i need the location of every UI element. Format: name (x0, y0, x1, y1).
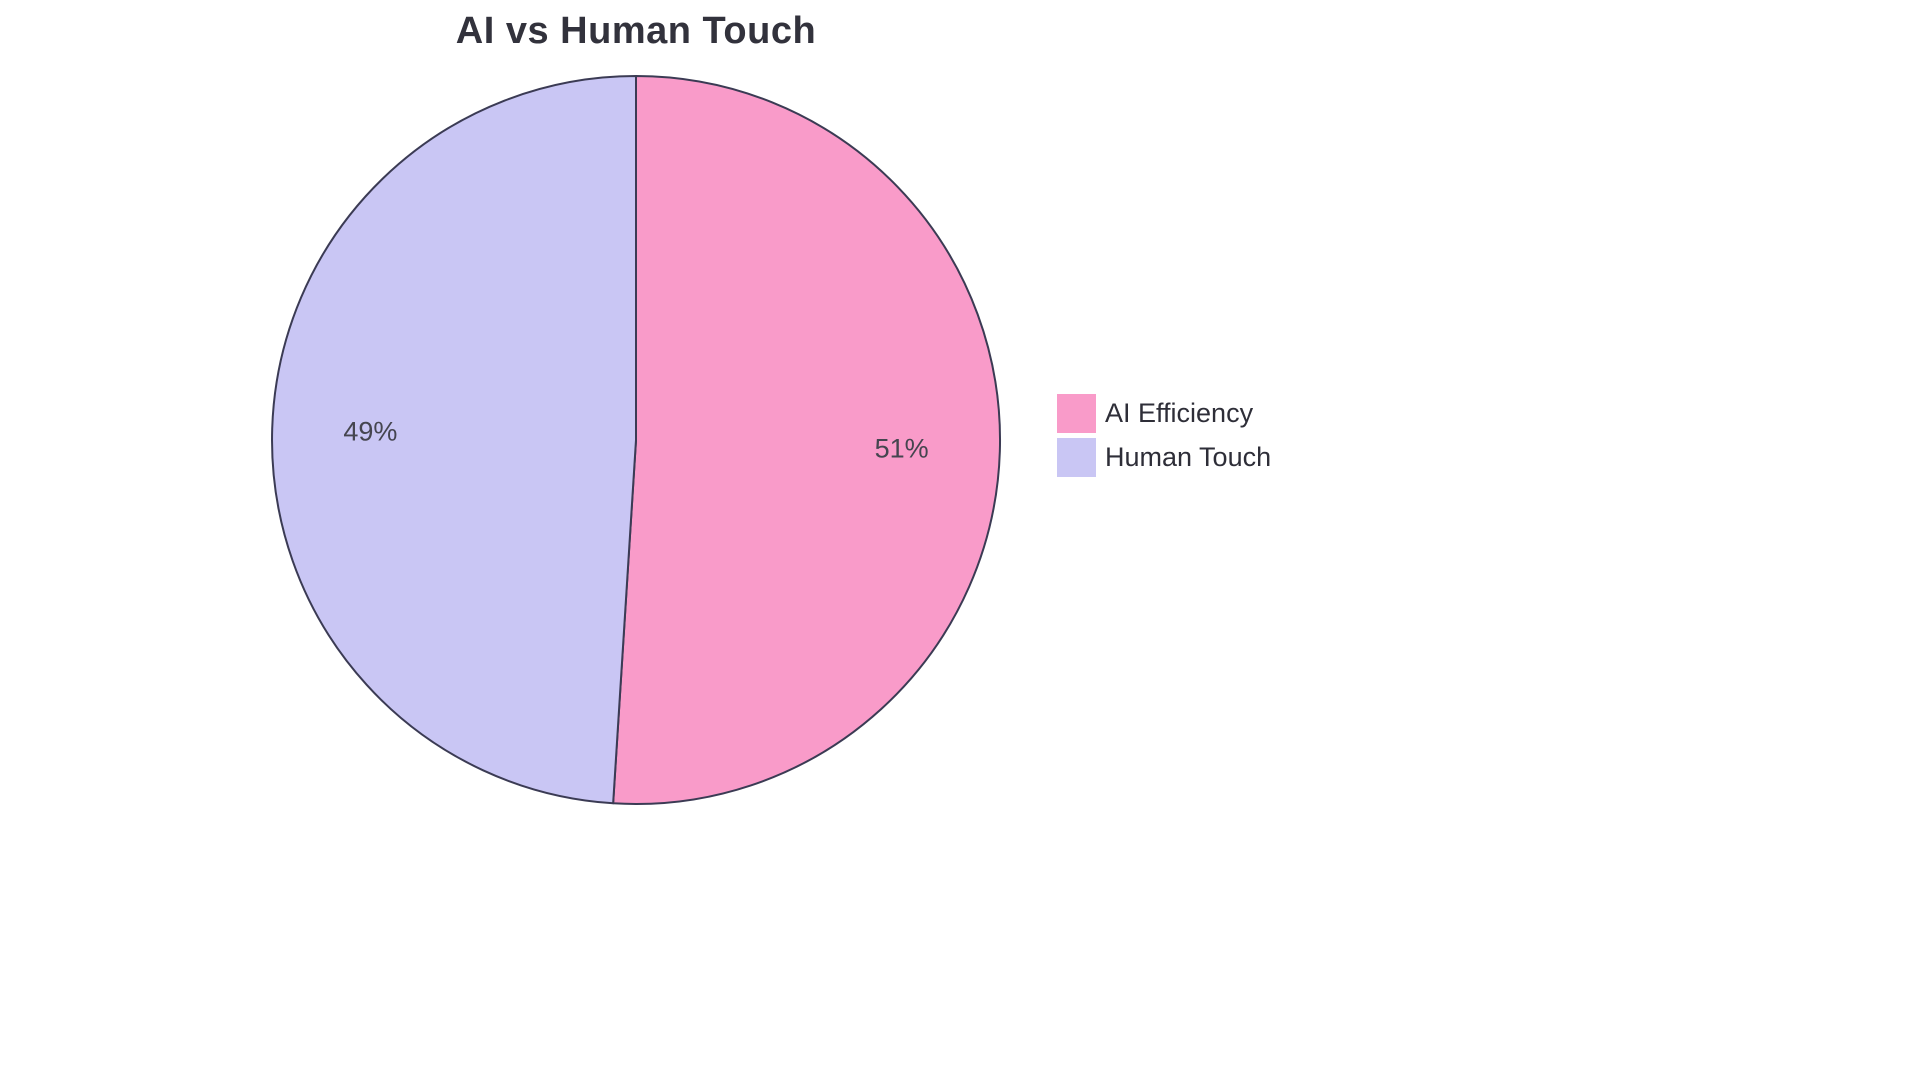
legend-swatch (1057, 438, 1096, 477)
legend-item-human-touch: Human Touch (1057, 438, 1271, 477)
pie-slice-ai-efficiency (612, 75, 1001, 805)
pie-slice-human-touch (271, 75, 637, 805)
legend-item-ai-efficiency: AI Efficiency (1057, 394, 1271, 433)
legend-label: AI Efficiency (1105, 398, 1254, 428)
legend-label: Human Touch (1105, 442, 1272, 472)
legend-swatch (1057, 394, 1096, 433)
legend: AI Efficiency Human Touch (1057, 394, 1271, 477)
pie-value-label-ai-efficiency: 51% (875, 433, 929, 463)
pie-value-label-human-touch: 49% (343, 417, 397, 447)
chart-title: AI vs Human Touch (455, 10, 817, 52)
